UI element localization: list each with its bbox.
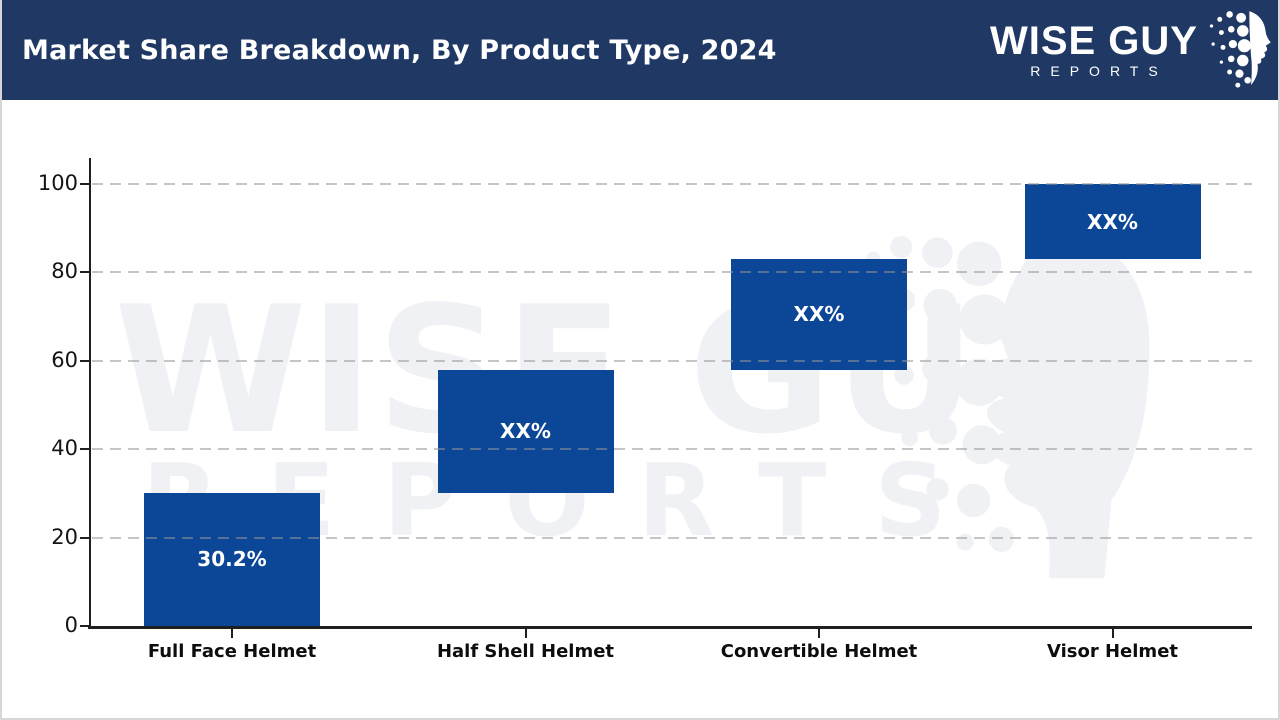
- bar-convertible-helmet: XX%: [731, 259, 907, 370]
- bar-value-label: XX%: [1087, 209, 1138, 234]
- header-bar: Market Share Breakdown, By Product Type,…: [2, 0, 1278, 100]
- x-tick-mark-1: [524, 629, 527, 638]
- gridline-20: [92, 536, 1252, 539]
- y-tick-mark-20: [80, 536, 89, 539]
- x-tick-label-3: Visor Helmet: [1046, 641, 1179, 662]
- gridline-60: [92, 359, 1252, 362]
- x-tick-mark-3: [1111, 629, 1114, 638]
- y-tick-mark-80: [80, 271, 89, 274]
- y-axis-spine: [89, 158, 91, 628]
- y-tick-mark-40: [80, 448, 89, 451]
- logo-text: WISE GUY REPORTS: [990, 19, 1198, 79]
- logo-subtitle: REPORTS: [1030, 63, 1168, 79]
- bar-visor-helmet: XX%: [1024, 184, 1201, 260]
- bar-value-label: XX%: [500, 419, 551, 444]
- chart-title: Market Share Breakdown, By Product Type,…: [22, 34, 777, 66]
- bar-value-label: 30.2%: [197, 547, 267, 572]
- x-tick-mark-0: [231, 629, 233, 638]
- y-tick-label-60: 60: [51, 347, 78, 372]
- logo-wordmark: WISE GUY: [989, 19, 1198, 63]
- x-tick-label-1: Half Shell Helmet: [436, 641, 615, 662]
- gridline-40: [92, 448, 1252, 451]
- gridline-80: [92, 271, 1252, 274]
- wise-guy-reports-logo: WISE GUY REPORTS: [990, 6, 1274, 92]
- x-tick-mark-2: [818, 629, 820, 638]
- logo-head-icon: [1209, 11, 1271, 88]
- bar-full-face-helmet: 30.2%: [144, 492, 320, 626]
- y-tick-label-80: 80: [51, 259, 78, 284]
- y-tick-mark-60: [80, 359, 89, 362]
- x-tick-label-2: Convertible Helmet: [720, 641, 918, 662]
- y-tick-mark-0: [80, 625, 89, 627]
- bar-half-shell-helmet: XX%: [437, 369, 614, 493]
- y-tick-label-20: 20: [51, 524, 78, 549]
- x-tick-label-0: Full Face Helmet: [147, 641, 317, 662]
- gridline-100: [92, 183, 1252, 185]
- y-tick-label-40: 40: [51, 436, 78, 461]
- x-axis-spine: [88, 626, 1252, 629]
- y-tick-label-100: 100: [37, 171, 78, 195]
- y-tick-mark-100: [80, 183, 89, 185]
- watermark-head-icon: [849, 230, 1150, 579]
- y-tick-label-0: 0: [64, 613, 78, 637]
- bar-value-label: XX%: [793, 302, 845, 327]
